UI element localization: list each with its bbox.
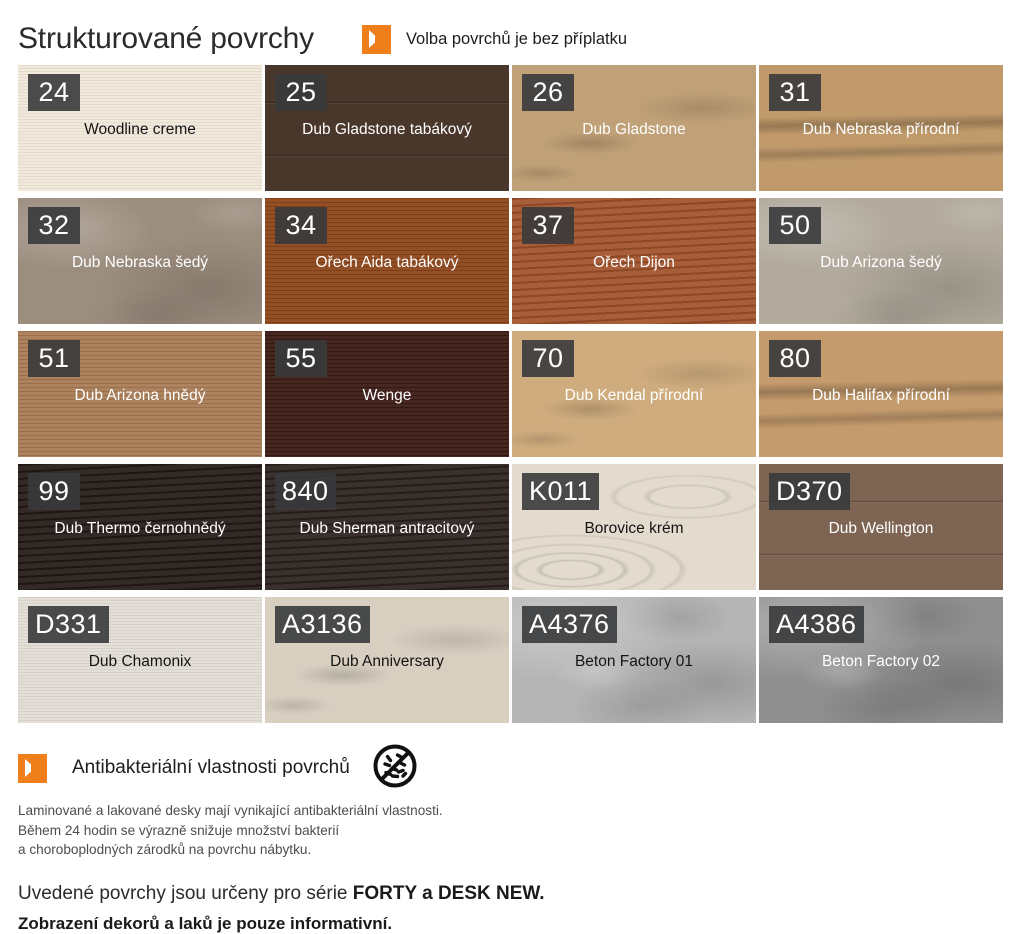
surface-swatch[interactable]: 80 Dub Halifax přírodní <box>759 331 1003 457</box>
swatch-code-badge: 26 <box>522 74 574 111</box>
no-bacteria-icon <box>372 743 418 794</box>
swatch-name-label: Dub Anniversary <box>330 653 444 670</box>
swatch-code-badge: 32 <box>28 207 80 244</box>
swatch-code-badge: A4376 <box>522 606 617 643</box>
surface-swatch[interactable]: A3136 Dub Anniversary <box>265 597 509 723</box>
swatch-name-label: Borovice krém <box>584 520 684 537</box>
page-footer: Antibakteriální vlastnosti povrchů <box>18 743 1002 934</box>
swatch-name-label: Woodline creme <box>84 121 196 138</box>
surface-swatch[interactable]: D331 Dub Chamonix <box>18 597 262 723</box>
surface-swatch-grid: 24 Woodline creme 25 Dub Gladstone tabákový… <box>18 65 1003 723</box>
surface-swatch[interactable]: 99 Dub Thermo černohnědý <box>18 464 262 590</box>
swatch-code-badge: 840 <box>275 473 336 510</box>
swatch-code-badge: 70 <box>522 340 574 377</box>
surface-swatch[interactable]: 840 Dub Sherman antracitový <box>265 464 509 590</box>
swatch-name-label: Ořech Aida tabákový <box>315 254 459 271</box>
surface-swatch[interactable]: 51 Dub Arizona hnědý <box>18 331 262 457</box>
antibacterial-line-1: Laminované a lakované desky mají vynikaj… <box>18 803 443 818</box>
swatch-code-badge: 50 <box>769 207 821 244</box>
surface-swatch[interactable]: 37 Ořech Dijon <box>512 198 756 324</box>
surface-swatch[interactable]: 55 Wenge <box>265 331 509 457</box>
antibacterial-header: Antibakteriální vlastnosti povrchů <box>18 743 1002 794</box>
series-note: Uvedené povrchy jsou určeny pro série FO… <box>18 883 1002 905</box>
swatch-name-label: Dub Nebraska šedý <box>71 254 209 271</box>
antibacterial-description: Laminované a lakované desky mají vynikaj… <box>18 801 1002 860</box>
swatch-code-badge: 37 <box>522 207 574 244</box>
series-note-prefix: Uvedené povrchy jsou určeny pro série <box>18 882 353 904</box>
swatch-code-badge: 31 <box>769 74 821 111</box>
surface-swatch[interactable]: 26 Dub Gladstone <box>512 65 756 191</box>
swatch-name-label: Dub Nebraska přírodní <box>802 121 960 138</box>
swatch-name-label: Beton Factory 01 <box>574 653 694 670</box>
swatch-code-badge: 80 <box>769 340 821 377</box>
page-title: Strukturované povrchy <box>18 22 314 55</box>
swatch-name-label: Dub Gladstone tabákový <box>302 121 472 138</box>
swatch-code-badge: A3136 <box>275 606 370 643</box>
disclaimer-note: Zobrazení dekorů a laků je pouze informa… <box>18 913 393 933</box>
surface-swatch[interactable]: 70 Dub Kendal přírodní <box>512 331 756 457</box>
swatch-code-badge: A4386 <box>769 606 864 643</box>
swatch-name-label: Ořech Dijon <box>593 254 675 271</box>
series-note-bold: FORTY a DESK NEW. <box>352 882 545 904</box>
swatch-name-label: Dub Chamonix <box>88 653 192 670</box>
page-header: Strukturované povrchy Volba povrchů je b… <box>18 18 1002 60</box>
surface-swatch[interactable]: 50 Dub Arizona šedý <box>759 198 1003 324</box>
surface-swatch[interactable]: 25 Dub Gladstone tabákový <box>265 65 509 191</box>
swatch-code-badge: 55 <box>275 340 327 377</box>
swatch-name-label: Dub Gladstone <box>582 121 686 138</box>
swatch-code-badge: 51 <box>28 340 80 377</box>
surface-swatch[interactable]: 34 Ořech Aida tabákový <box>265 198 509 324</box>
swatch-name-label: Wenge <box>362 387 412 404</box>
antibacterial-line-3: a choroboplodných zárodků na povrchu náb… <box>18 842 312 857</box>
surface-swatch[interactable]: 24 Woodline creme <box>18 65 262 191</box>
swatch-code-badge: D370 <box>769 473 850 510</box>
antibacterial-title: Antibakteriální vlastnosti povrchů <box>72 757 350 778</box>
antibacterial-line-2: Během 24 hodin se výrazně snižuje množst… <box>18 822 340 838</box>
surface-swatch[interactable]: K011 Borovice krém <box>512 464 756 590</box>
swatch-name-label: Beton Factory 02 <box>821 653 941 670</box>
swatch-name-label: Dub Kendal přírodní <box>564 387 704 404</box>
swatch-name-label: Dub Halifax přírodní <box>812 387 950 404</box>
swatch-name-label: Dub Thermo černohnědý <box>54 520 226 537</box>
swatch-name-label: Dub Arizona šedý <box>820 254 942 271</box>
swatch-code-badge: 25 <box>275 74 327 111</box>
header-note-group: Volba povrchů je bez příplatku <box>361 24 628 54</box>
orange-chevron-icon <box>18 753 47 783</box>
swatch-code-badge: 99 <box>28 473 80 510</box>
surface-swatch[interactable]: D370 Dub Wellington <box>759 464 1003 590</box>
swatch-name-label: Dub Wellington <box>828 520 934 537</box>
surface-swatch[interactable]: 31 Dub Nebraska přírodní <box>759 65 1003 191</box>
orange-chevron-icon <box>361 24 391 54</box>
surface-swatch[interactable]: A4386 Beton Factory 02 <box>759 597 1003 723</box>
swatch-name-label: Dub Arizona hnědý <box>74 387 206 404</box>
swatch-name-label: Dub Sherman antracitový <box>299 520 475 537</box>
header-note-text: Volba povrchů je bez příplatku <box>405 29 628 48</box>
swatch-code-badge: D331 <box>28 606 109 643</box>
surface-swatch[interactable]: 32 Dub Nebraska šedý <box>18 198 262 324</box>
swatch-code-badge: 24 <box>28 74 80 111</box>
swatch-code-badge: K011 <box>522 473 600 510</box>
surface-swatch[interactable]: A4376 Beton Factory 01 <box>512 597 756 723</box>
swatch-code-badge: 34 <box>275 207 327 244</box>
